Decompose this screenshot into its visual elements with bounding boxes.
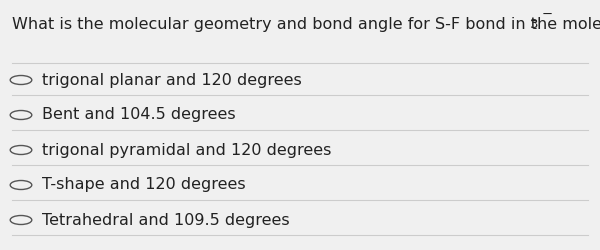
Text: Bent and 104.5 degrees: Bent and 104.5 degrees	[42, 108, 236, 122]
Text: trigonal planar and 120 degrees: trigonal planar and 120 degrees	[42, 72, 302, 88]
Text: 3: 3	[530, 18, 539, 30]
Text: −: −	[541, 8, 553, 20]
Text: trigonal pyramidal and 120 degrees: trigonal pyramidal and 120 degrees	[42, 142, 331, 158]
Text: T-shape and 120 degrees: T-shape and 120 degrees	[42, 178, 245, 192]
Text: What is the molecular geometry and bond angle for S-F bond in the molecule SF: What is the molecular geometry and bond …	[12, 18, 600, 32]
Text: Tetrahedral and 109.5 degrees: Tetrahedral and 109.5 degrees	[42, 212, 290, 228]
